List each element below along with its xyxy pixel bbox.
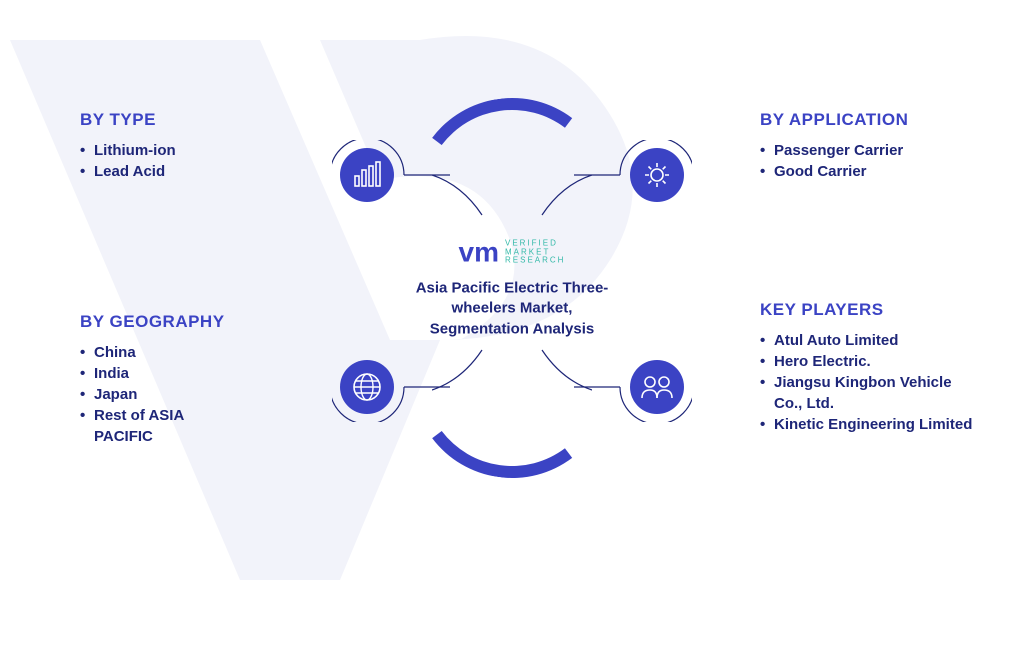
- section-type-title: BY TYPE: [80, 110, 176, 130]
- list-item: Good Carrier: [760, 161, 908, 182]
- list-item: Lead Acid: [80, 161, 176, 182]
- section-type: BY TYPE Lithium-ion Lead Acid: [80, 110, 176, 182]
- logo-text: VERIFIED MARKET RESEARCH: [505, 239, 565, 265]
- center-content: vm VERIFIED MARKET RESEARCH Asia Pacific…: [412, 237, 612, 340]
- section-application: BY APPLICATION Passenger Carrier Good Ca…: [760, 110, 908, 182]
- list-item: Passenger Carrier: [760, 140, 908, 161]
- list-item: Japan: [80, 384, 225, 405]
- section-players-title: KEY PLAYERS: [760, 300, 980, 320]
- bridge-bottom-left: [432, 345, 492, 405]
- list-item: Rest of ASIA PACIFIC: [80, 405, 200, 447]
- globe-icon: [340, 360, 394, 414]
- logo-mark: vm: [459, 237, 499, 269]
- bridge-top-left: [432, 160, 492, 220]
- bridge-bottom-right: [532, 345, 592, 405]
- section-application-title: BY APPLICATION: [760, 110, 908, 130]
- list-item: Lithium-ion: [80, 140, 176, 161]
- gear-icon: [630, 148, 684, 202]
- bridge-top-right: [532, 160, 592, 220]
- section-geography: BY GEOGRAPHY China India Japan Rest of A…: [80, 312, 225, 447]
- logo: vm VERIFIED MARKET RESEARCH: [412, 237, 612, 269]
- center-title: Asia Pacific Electric Three-wheelers Mar…: [412, 279, 612, 340]
- list-item: Jiangsu Kingbon Vehicle Co., Ltd.: [760, 372, 980, 414]
- list-item: Hero Electric.: [760, 351, 980, 372]
- people-icon: [630, 360, 684, 414]
- section-players: KEY PLAYERS Atul Auto Limited Hero Elect…: [760, 300, 980, 435]
- list-item: India: [80, 363, 225, 384]
- bar-chart-icon: [340, 148, 394, 202]
- list-item: China: [80, 342, 225, 363]
- list-item: Kinetic Engineering Limited: [760, 414, 980, 435]
- list-item: Atul Auto Limited: [760, 330, 980, 351]
- section-geography-title: BY GEOGRAPHY: [80, 312, 225, 332]
